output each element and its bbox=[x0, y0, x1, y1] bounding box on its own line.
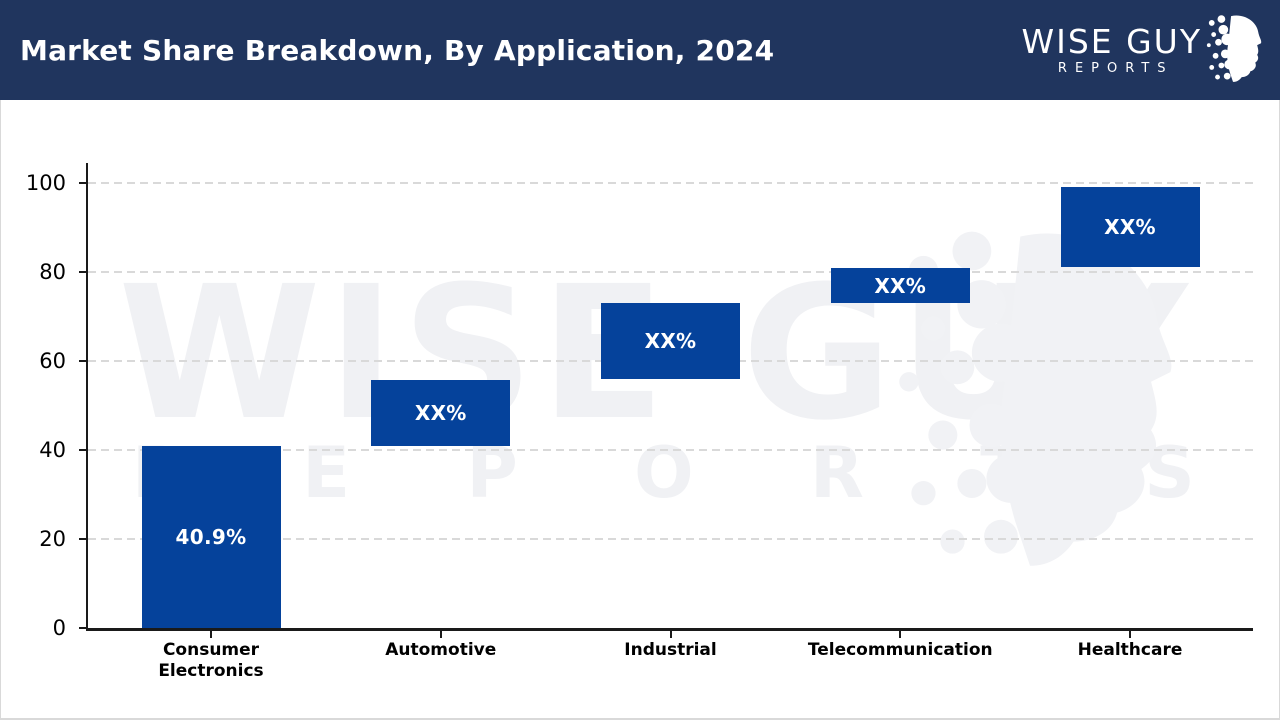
dotted-head-logo-icon bbox=[1206, 15, 1262, 82]
gridline-20 bbox=[88, 538, 1253, 541]
x-tick-mark-telecommunication bbox=[899, 631, 902, 638]
y-tick-mark-60 bbox=[79, 360, 86, 363]
y-tick-label-20: 20 bbox=[39, 527, 66, 552]
brand-logo-text: WISE GUY REPORTS bbox=[1021, 25, 1202, 75]
y-tick-mark-40 bbox=[79, 449, 86, 452]
x-tick-mark-industrial bbox=[669, 631, 672, 638]
y-tick-mark-0 bbox=[79, 627, 86, 629]
bar-automotive: XX% bbox=[371, 380, 511, 447]
gridline-100 bbox=[88, 182, 1253, 185]
y-tick-label-100: 100 bbox=[25, 171, 66, 196]
brand-subname: REPORTS bbox=[1057, 61, 1174, 76]
bar-healthcare: XX% bbox=[1060, 187, 1200, 268]
bar-label-consumer-electronics: 40.9% bbox=[175, 525, 247, 549]
x-category-label-healthcare: Healthcare bbox=[1077, 640, 1183, 660]
y-tick-label-0: 0 bbox=[52, 616, 66, 640]
plot-area: 40.9% XX% XX% XX% XX% bbox=[79, 163, 1253, 631]
bar-label-telecommunication: XX% bbox=[874, 273, 927, 298]
gridline-80 bbox=[88, 271, 1253, 274]
bar-consumer-electronics: 40.9% bbox=[141, 446, 281, 628]
bar-label-automotive: XX% bbox=[414, 401, 467, 426]
x-tick-mark-automotive bbox=[439, 631, 442, 638]
bar-label-industrial: XX% bbox=[644, 329, 697, 353]
x-axis-spine bbox=[86, 628, 1253, 631]
y-tick-mark-80 bbox=[79, 271, 86, 274]
y-axis-labels: 0 20 40 60 80 100 bbox=[0, 163, 78, 640]
header-bar: Market Share Breakdown, By Application, … bbox=[0, 0, 1280, 100]
y-tick-mark-20 bbox=[79, 538, 86, 541]
y-tick-label-80: 80 bbox=[39, 260, 66, 285]
gridline-40 bbox=[88, 449, 1253, 452]
x-tick-mark-consumer-electronics bbox=[210, 631, 212, 638]
bar-label-healthcare: XX% bbox=[1104, 215, 1156, 240]
x-category-label-telecommunication: Telecommunication bbox=[807, 640, 993, 660]
x-category-label-automotive: Automotive bbox=[385, 640, 497, 660]
y-axis-spine bbox=[86, 163, 88, 630]
y-tick-label-40: 40 bbox=[39, 438, 66, 463]
watermark-head-logo bbox=[880, 222, 1180, 594]
y-tick-mark-100 bbox=[79, 182, 86, 185]
bar-telecommunication: XX% bbox=[830, 268, 970, 304]
y-tick-label-60: 60 bbox=[39, 349, 66, 374]
brand-logo: WISE GUY REPORTS bbox=[1021, 13, 1262, 87]
x-category-label-industrial: Industrial bbox=[624, 640, 717, 660]
x-category-label-consumer-electronics: Consumer Electronics bbox=[158, 640, 264, 682]
bar-industrial: XX% bbox=[601, 303, 740, 379]
dotted-head-watermark-icon bbox=[899, 231, 1172, 566]
brand-name: WISE GUY bbox=[1021, 22, 1202, 61]
x-tick-mark-healthcare bbox=[1129, 631, 1131, 638]
chart-title: Market Share Breakdown, By Application, … bbox=[20, 33, 775, 67]
